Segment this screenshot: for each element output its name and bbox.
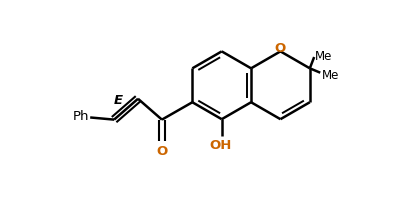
Text: Ph: Ph [73, 109, 90, 122]
Text: O: O [275, 42, 286, 55]
Text: O: O [156, 145, 168, 158]
Text: E: E [114, 94, 123, 107]
Text: Me: Me [315, 49, 332, 62]
Text: OH: OH [210, 138, 232, 151]
Text: Me: Me [322, 69, 339, 82]
